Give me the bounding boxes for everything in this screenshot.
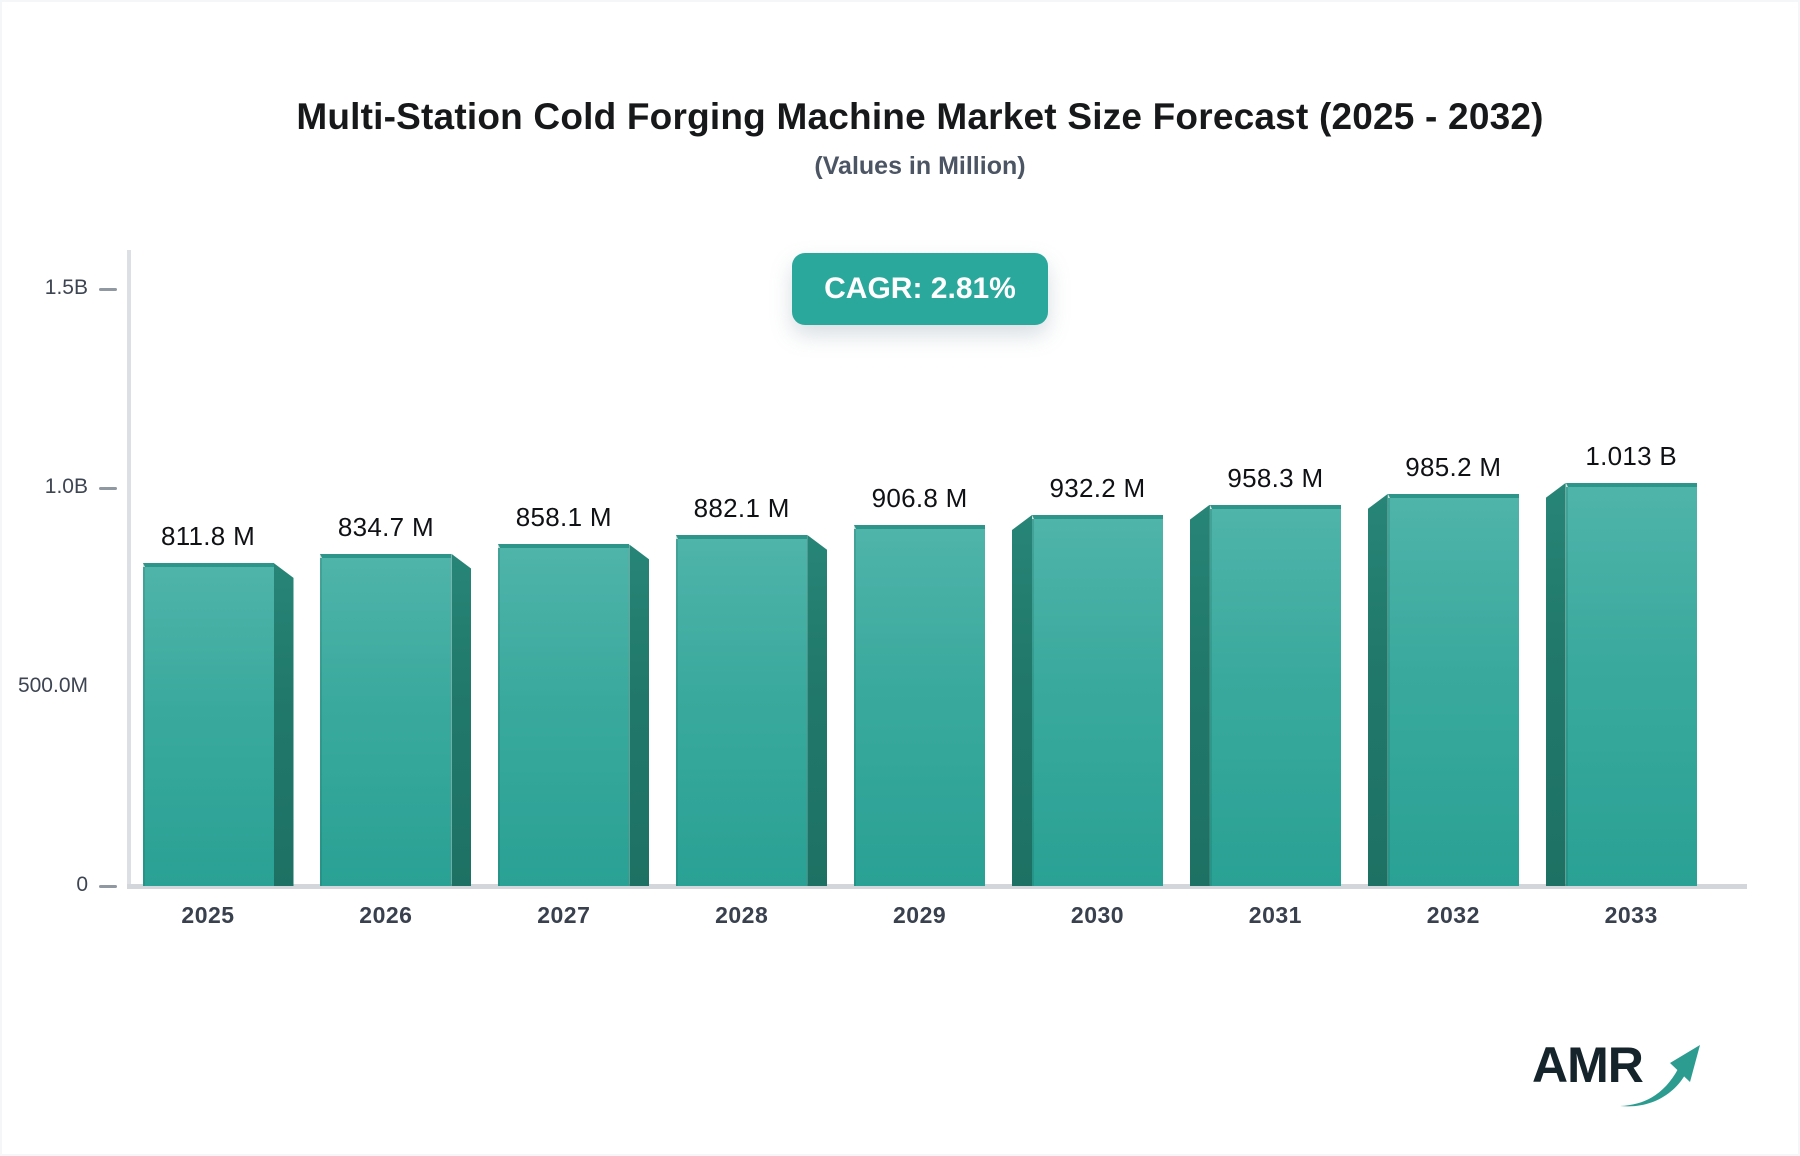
bar-side-face	[273, 562, 294, 886]
chart-header: Multi-Station Cold Forging Machine Marke…	[40, 96, 1800, 181]
y-axis-tick	[99, 884, 117, 888]
bar-2027[interactable]	[498, 544, 630, 886]
bar-side-face	[451, 553, 472, 886]
x-axis-label-2027: 2027	[537, 902, 591, 928]
bar-2026[interactable]	[320, 553, 452, 886]
x-axis-baseline	[127, 884, 1747, 889]
y-axis-label: 1.0B	[44, 475, 88, 498]
x-axis-label-2025: 2025	[181, 902, 235, 928]
y-axis-line	[127, 250, 131, 888]
brand-logo-text: AMR	[1532, 1037, 1644, 1093]
bar-value-label: 985.2 M	[1405, 451, 1502, 482]
bar-value-label: 811.8 M	[160, 520, 256, 551]
bar-side-face	[1189, 504, 1210, 886]
x-axis-label-2033: 2033	[1604, 902, 1658, 928]
bar-side-face	[629, 544, 650, 886]
bar-value-label: 834.7 M	[337, 511, 434, 542]
bar-side-face	[1545, 482, 1566, 886]
bar-2028[interactable]	[676, 534, 808, 886]
bar-value-label: 932.2 M	[1049, 472, 1146, 503]
y-axis-label: 1.5B	[44, 276, 88, 299]
bar-value-label: 958.3 M	[1227, 462, 1324, 493]
chart-subtitle: (Values in Million)	[814, 152, 1026, 180]
chart-title: Multi-Station Cold Forging Machine Marke…	[296, 96, 1544, 137]
bar-value-label: 906.8 M	[871, 483, 968, 514]
bar-2025[interactable]	[142, 562, 274, 886]
cagr-badge: CAGR: 2.81%	[792, 253, 1048, 325]
bar-2033[interactable]	[1565, 482, 1697, 886]
bar-2030[interactable]	[1032, 514, 1163, 886]
cagr-badge-row: CAGR: 2.81%	[40, 253, 1800, 325]
bar-value-label: 858.1 M	[515, 502, 612, 533]
y-axis-label: 500.0M	[17, 674, 88, 697]
trend-up-arrow-icon	[1620, 1045, 1700, 1107]
bar-2031[interactable]	[1209, 504, 1341, 886]
x-axis-label-2030: 2030	[1070, 902, 1125, 928]
bar-value-label: 882.1 M	[693, 492, 790, 523]
brand-logo[interactable]: AMR	[1532, 1036, 1712, 1116]
x-axis-label-2032: 2032	[1426, 902, 1480, 928]
bar-side-face	[1367, 493, 1388, 886]
x-axis-label-2029: 2029	[893, 902, 947, 928]
bar-2029[interactable]	[854, 525, 986, 886]
y-axis-label: 0	[76, 873, 88, 896]
bar-side-face	[1012, 514, 1032, 886]
bar-2032[interactable]	[1387, 493, 1519, 886]
x-axis-label-2031: 2031	[1248, 902, 1302, 928]
y-axis-tick	[99, 486, 117, 490]
y-axis-tick	[99, 287, 117, 291]
x-axis-label-2028: 2028	[715, 902, 769, 928]
x-axis-label-2026: 2026	[359, 902, 413, 928]
bar-side-face	[807, 534, 828, 886]
bar-value-label: 1.013 B	[1585, 440, 1678, 471]
